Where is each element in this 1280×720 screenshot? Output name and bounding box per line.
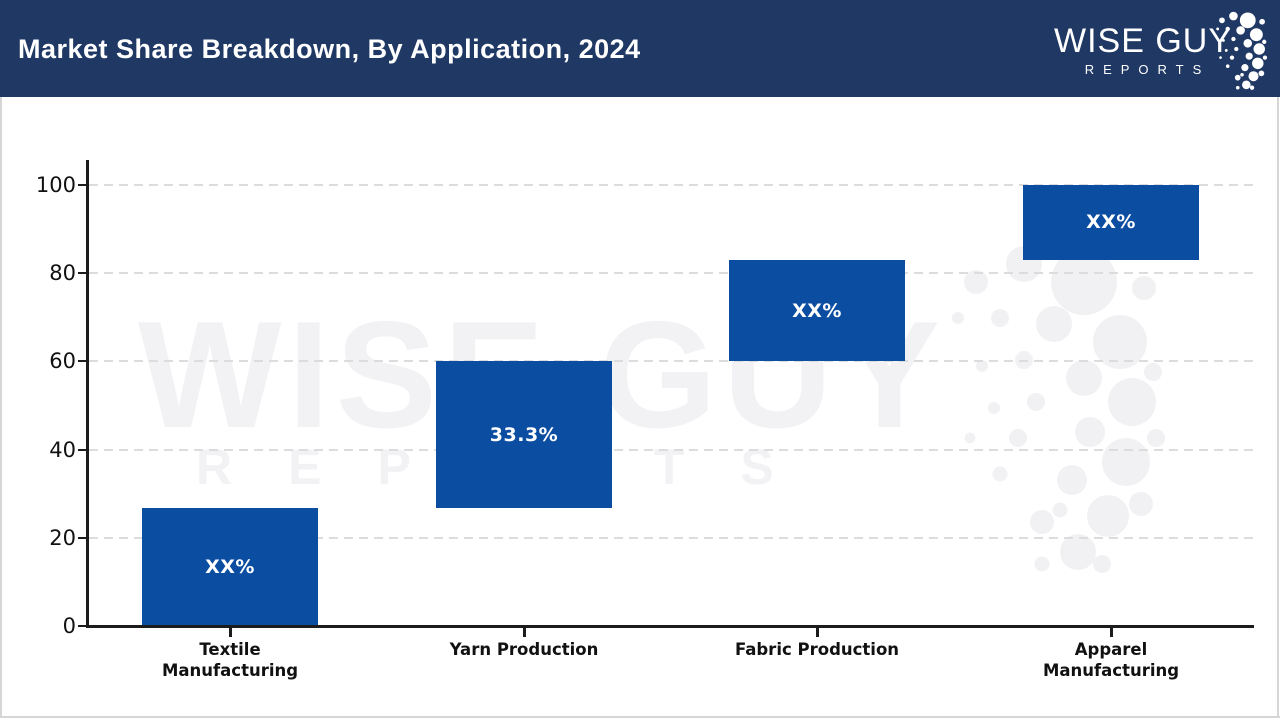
x-tick-label-yarn-production: Yarn Production	[449, 640, 599, 659]
y-tick-mark-0	[78, 625, 86, 627]
bar-apparel-manufacturing: XX%	[1023, 185, 1199, 260]
x-tick-label-fabric-production: Fabric Production	[734, 640, 900, 659]
bar-value-label-textile-manufacturing: XX%	[205, 556, 255, 579]
bar-value-label-yarn-production: 33.3%	[489, 423, 559, 446]
bar-textile-manufacturing: XX%	[142, 508, 318, 626]
y-tick-label-40: 40	[49, 437, 76, 462]
x-axis-line	[86, 625, 1254, 628]
x-tick-mark-fabric-production	[816, 628, 819, 637]
gridline-100	[89, 184, 1253, 186]
page-title: Market Share Breakdown, By Application, …	[18, 34, 641, 64]
y-tick-mark-20	[78, 536, 86, 539]
logo-head-icon	[1216, 11, 1268, 90]
y-tick-mark-100	[78, 184, 86, 186]
frame-border-bottom	[0, 716, 1280, 718]
watermark-head-icon	[952, 246, 1165, 573]
y-tick-label-60: 60	[49, 349, 76, 374]
bar-fabric-production: XX%	[729, 259, 905, 362]
header: Market Share Breakdown, By Application, …	[0, 0, 1280, 97]
gridline-60	[89, 360, 1253, 363]
y-axis-line	[86, 160, 89, 627]
x-tick-mark-yarn-production	[523, 628, 526, 637]
bar-value-label-apparel-manufacturing: XX%	[1086, 211, 1136, 234]
y-tick-mark-40	[78, 448, 86, 451]
gridline-40	[89, 448, 1253, 451]
logo-subtext: REPORTS	[1084, 62, 1211, 77]
y-tick-label-20: 20	[49, 525, 76, 550]
bar-value-label-fabric-production: XX%	[792, 299, 842, 322]
y-tick-mark-80	[78, 272, 86, 275]
gridline-20	[89, 536, 1253, 539]
y-tick-label-80: 80	[49, 261, 76, 286]
logo: WISE GUY REPORTS	[1032, 0, 1272, 97]
x-tick-label-textile-manufacturing: Textile Manufacturing	[161, 640, 299, 680]
gridline-80	[89, 272, 1253, 275]
x-tick-label-apparel-manufacturing: Apparel Manufacturing	[1042, 640, 1180, 680]
bar-yarn-production: 33.3%	[436, 361, 612, 509]
logo-wordmark: WISE GUY	[1054, 22, 1233, 60]
y-tick-label-100: 100	[35, 173, 76, 197]
y-tick-mark-60	[78, 360, 86, 363]
frame-border-left	[0, 97, 2, 717]
frame-border-right	[1277, 97, 1279, 717]
x-tick-mark-apparel-manufacturing	[1110, 628, 1113, 637]
y-tick-label-0: 0	[62, 614, 76, 638]
x-tick-mark-textile-manufacturing	[229, 628, 232, 637]
